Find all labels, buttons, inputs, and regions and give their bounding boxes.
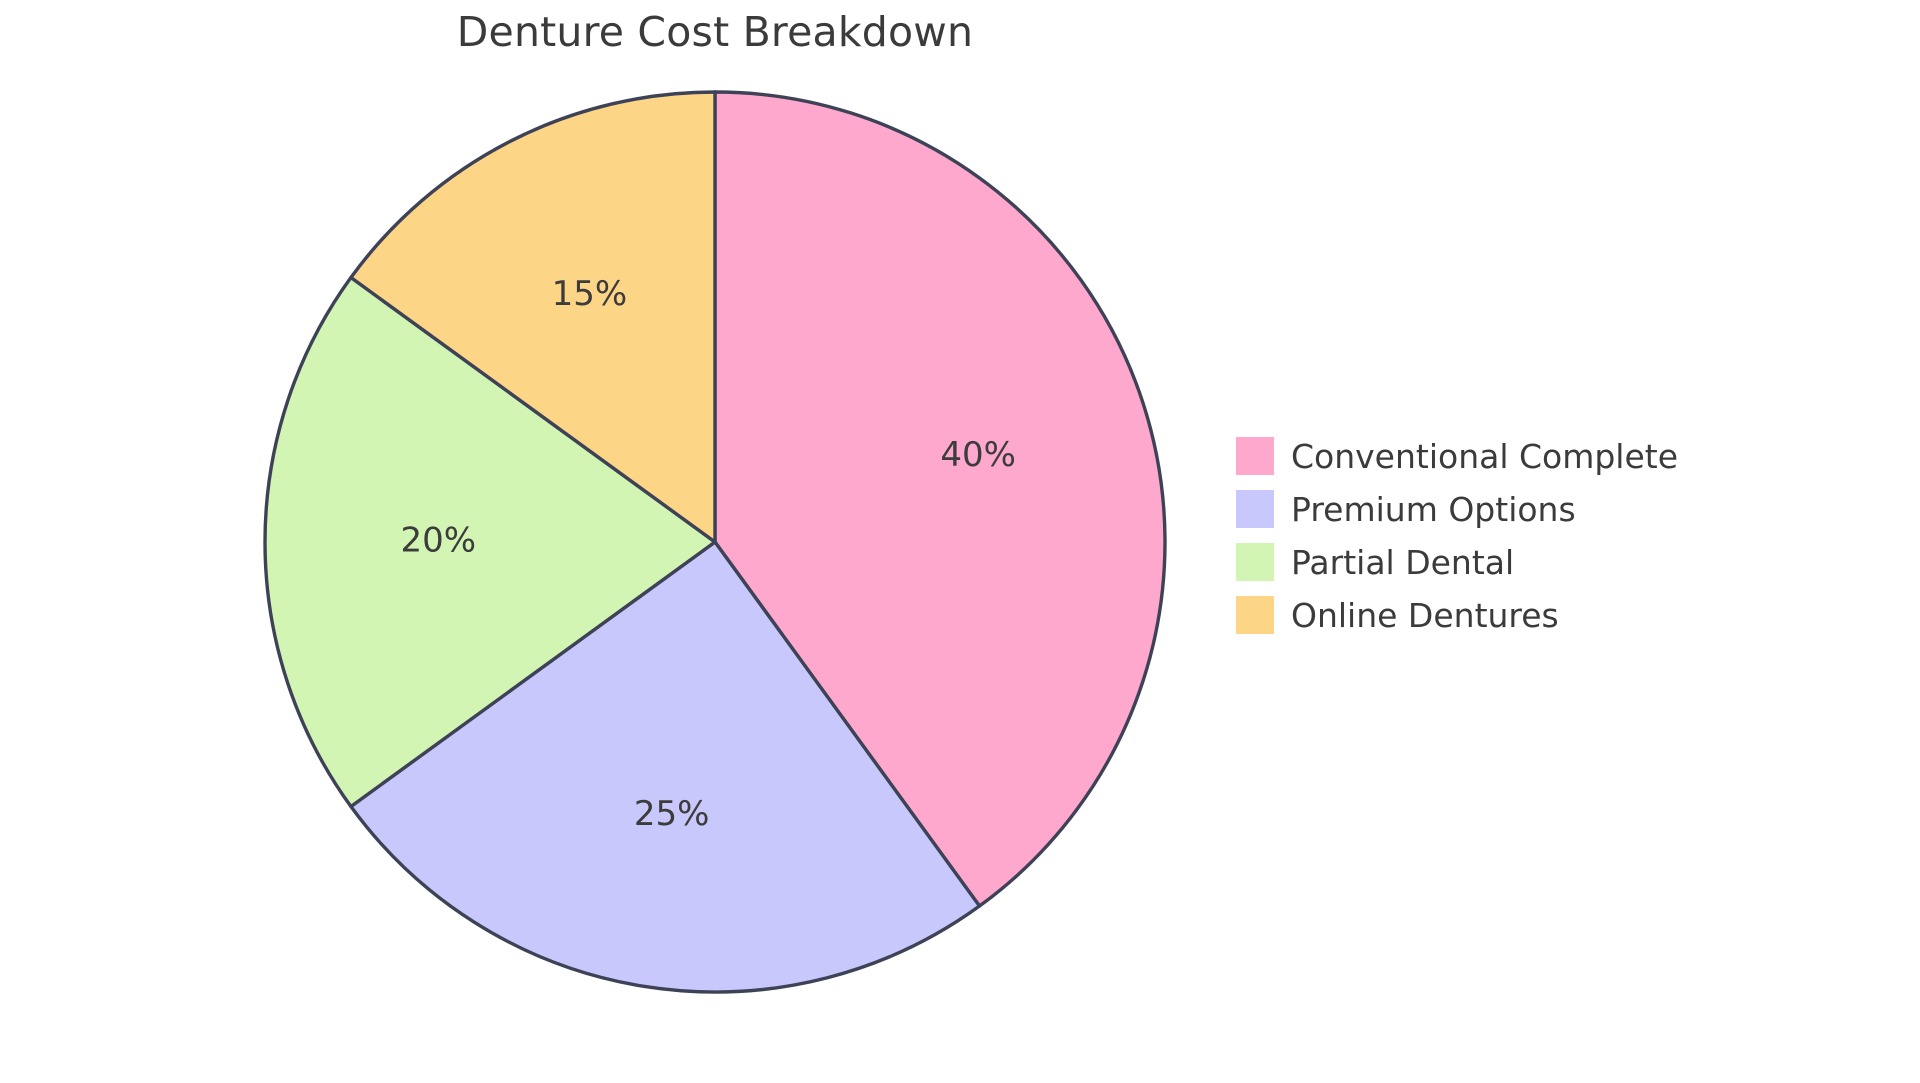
pie-slice[interactable] bbox=[349, 90, 717, 544]
pie-slice-percent-label: 15% bbox=[552, 274, 628, 314]
legend-item[interactable]: Online Dentures bbox=[1236, 591, 1678, 639]
pie-slice[interactable] bbox=[263, 275, 717, 809]
pie-slice-percent-label: 40% bbox=[940, 435, 1016, 475]
pie-slices-group bbox=[263, 90, 1167, 994]
legend-item[interactable]: Conventional Complete bbox=[1236, 432, 1678, 480]
legend-color-swatch bbox=[1236, 437, 1274, 475]
legend-color-swatch bbox=[1236, 490, 1274, 528]
pie-slice[interactable] bbox=[349, 540, 982, 994]
legend-item-label: Premium Options bbox=[1291, 489, 1576, 529]
legend-item[interactable]: Premium Options bbox=[1236, 485, 1678, 533]
legend-color-swatch bbox=[1236, 596, 1274, 634]
chart-legend: Conventional Complete Premium Options Part… bbox=[1236, 432, 1678, 639]
pie-slice-labels-group: 40% 25% 20% 15% bbox=[400, 274, 1016, 834]
legend-item-label: Online Dentures bbox=[1291, 595, 1559, 635]
legend-item-label: Partial Dental bbox=[1291, 542, 1515, 582]
pie-slice[interactable] bbox=[713, 90, 1167, 908]
chart-title: Denture Cost Breakdown bbox=[456, 8, 974, 56]
pie-slice-percent-label: 25% bbox=[634, 794, 710, 834]
legend-item[interactable]: Partial Dental bbox=[1236, 538, 1678, 586]
pie-slice-percent-label: 20% bbox=[400, 521, 476, 561]
legend-item-label: Conventional Complete bbox=[1291, 436, 1679, 476]
legend-color-swatch bbox=[1236, 543, 1274, 581]
